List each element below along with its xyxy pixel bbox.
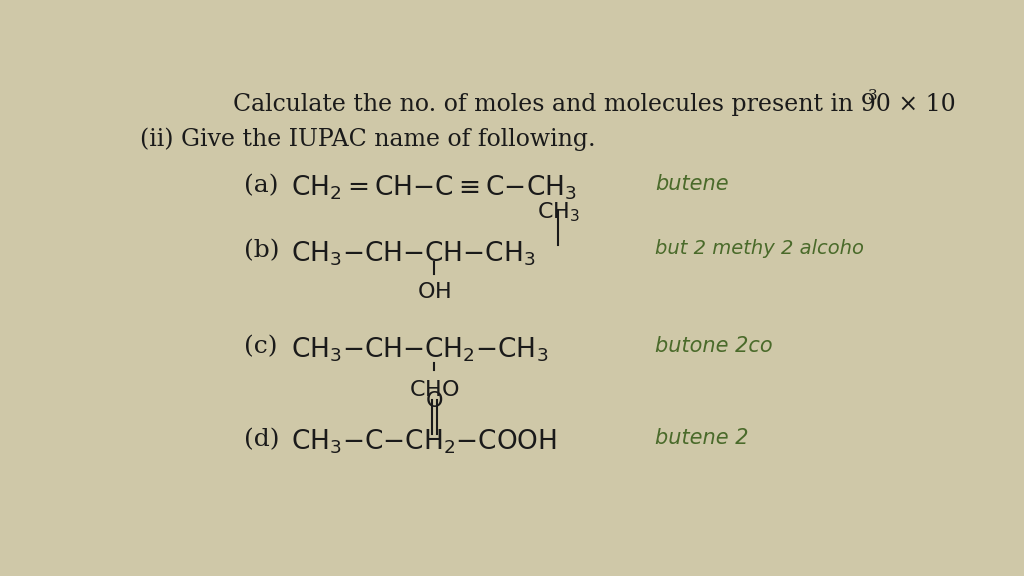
Text: $\mathrm{CHO}$: $\mathrm{CHO}$: [409, 380, 460, 400]
Text: (a): (a): [245, 174, 279, 197]
Text: butone 2co: butone 2co: [655, 336, 773, 355]
Text: (c): (c): [245, 336, 278, 358]
Text: 3: 3: [868, 89, 878, 103]
Text: butene: butene: [655, 174, 729, 194]
Text: (d): (d): [245, 428, 280, 451]
Text: (ii) Give the IUPAC name of following.: (ii) Give the IUPAC name of following.: [139, 128, 595, 151]
Text: $\mathrm{CH_2{=}CH{-}C{\equiv}C{-}CH_3}$: $\mathrm{CH_2{=}CH{-}C{\equiv}C{-}CH_3}$: [291, 174, 577, 202]
Text: but 2 methy 2 alcoho: but 2 methy 2 alcoho: [655, 239, 864, 258]
Text: $\mathrm{OH}$: $\mathrm{OH}$: [417, 282, 452, 302]
Text: $\mathrm{CH_3}$: $\mathrm{CH_3}$: [537, 201, 580, 225]
Text: $\mathrm{CH_3{-}CH{-}CH_2{-}CH_3}$: $\mathrm{CH_3{-}CH{-}CH_2{-}CH_3}$: [291, 336, 548, 364]
Text: $\mathrm{O}$: $\mathrm{O}$: [425, 391, 443, 411]
Text: $\mathrm{CH_3{-}C{-}CH_2{-}COOH}$: $\mathrm{CH_3{-}C{-}CH_2{-}COOH}$: [291, 428, 557, 456]
Text: butene 2: butene 2: [655, 428, 749, 448]
Text: $\mathrm{CH_3{-}CH{-}CH{-}CH_3}$: $\mathrm{CH_3{-}CH{-}CH{-}CH_3}$: [291, 239, 536, 268]
Text: (b): (b): [245, 239, 280, 262]
Text: Calculate the no. of moles and molecules present in 90 × 10: Calculate the no. of moles and molecules…: [232, 93, 955, 116]
